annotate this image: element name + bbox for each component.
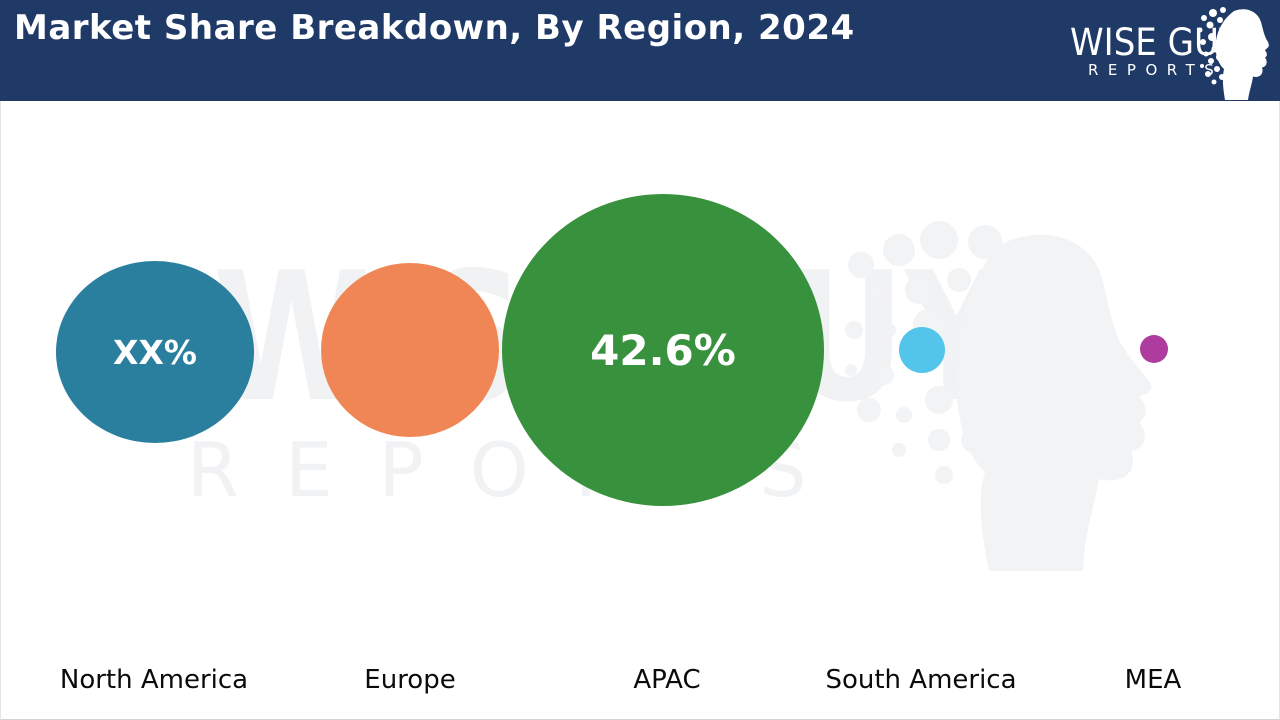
bubble-value-label: 42.6%: [590, 325, 736, 375]
category-label-apac: APAC: [633, 665, 701, 695]
header-bar: Market Share Breakdown, By Region, 2024 …: [0, 0, 1280, 101]
bubble-europe: [321, 263, 499, 437]
logo-head-icon: [1197, 7, 1269, 100]
page-title: Market Share Breakdown, By Region, 2024: [14, 8, 855, 48]
category-label-mea: MEA: [1124, 665, 1182, 695]
brand-logo: WISE GUY REPORTS: [1030, 2, 1270, 100]
bubble-mea: [1140, 335, 1168, 363]
bubble-chart: WISE GUY REPORTS XX% 42.6% North America…: [0, 101, 1280, 720]
category-label-north-america: North America: [59, 665, 249, 695]
watermark-head-icon: [845, 221, 1152, 571]
category-label-south-america: South America: [825, 665, 1017, 695]
logo-subtitle: REPORTS: [1088, 61, 1224, 79]
bubble-value-label: XX%: [113, 332, 197, 372]
category-label-europe: Europe: [364, 665, 456, 695]
bubble-north-america: XX%: [56, 261, 254, 443]
bubble-south-america: [899, 327, 945, 373]
bubble-apac: 42.6%: [502, 194, 824, 506]
